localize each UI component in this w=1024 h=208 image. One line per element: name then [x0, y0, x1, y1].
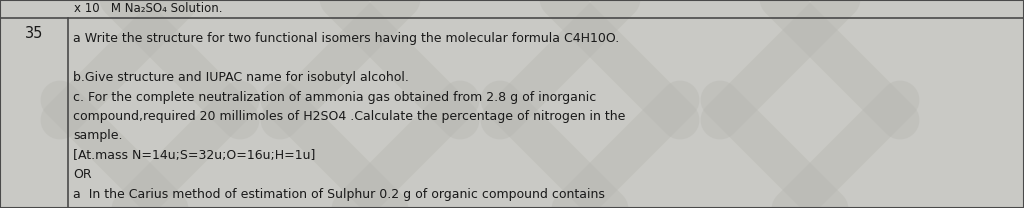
Text: sample.: sample. — [73, 130, 123, 142]
Text: c. For the complete neutralization of ammonia gas obtained from 2.8 g of inorgan: c. For the complete neutralization of am… — [73, 90, 596, 104]
Text: a Write the structure for two functional isomers having the molecular formula C4: a Write the structure for two functional… — [73, 32, 620, 45]
Text: OR: OR — [73, 168, 91, 182]
Text: x 10   M Na₂SO₄ Solution.: x 10 M Na₂SO₄ Solution. — [74, 2, 222, 16]
Text: 35: 35 — [25, 26, 43, 41]
Text: a  In the Carius method of estimation of Sulphur 0.2 g of organic compound conta: a In the Carius method of estimation of … — [73, 188, 605, 201]
Text: compound,required 20 millimoles of H2SO4 .Calculate the percentage of nitrogen i: compound,required 20 millimoles of H2SO4… — [73, 110, 626, 123]
Text: [At.mass N=14u;S=32u;O=16u;H=1u]: [At.mass N=14u;S=32u;O=16u;H=1u] — [73, 149, 315, 162]
Text: b.Give structure and IUPAC name for isobutyl alcohol.: b.Give structure and IUPAC name for isob… — [73, 71, 409, 84]
